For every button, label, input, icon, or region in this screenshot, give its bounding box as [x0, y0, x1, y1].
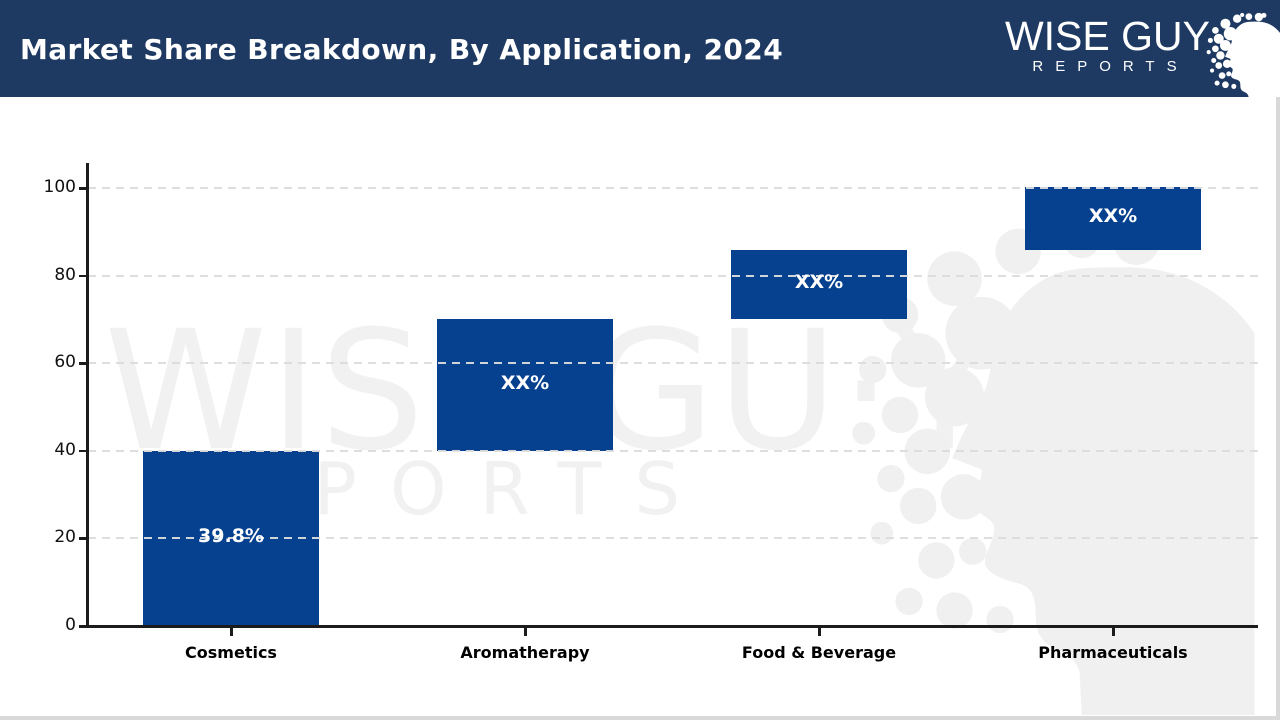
x-axis-category-label: Pharmaceuticals	[1038, 643, 1188, 662]
right-edge-border	[1276, 97, 1280, 720]
y-axis-tick-label: 0	[65, 615, 76, 635]
logo-wordmark: WISE GUY	[1004, 13, 1210, 59]
x-axis-category-label: Food & Beverage	[741, 643, 897, 662]
x-axis-tick	[524, 628, 527, 636]
x-axis-category-label: Cosmetics	[185, 643, 277, 662]
x-axis-category-label: Aromatherapy	[460, 643, 590, 662]
x-axis-tick	[818, 628, 821, 636]
header-bar: Market Share Breakdown, By Application, …	[0, 0, 1280, 104]
x-axis-tick	[1112, 628, 1115, 636]
y-axis-tick	[79, 537, 87, 540]
y-axis-line	[86, 163, 89, 628]
y-axis-tick-label: 80	[54, 264, 76, 285]
bar-value-label: XX%	[1088, 205, 1138, 228]
logo-subtext: REPORTS	[1032, 58, 1189, 75]
y-axis-tick-label: 100	[43, 177, 76, 197]
gridline	[88, 537, 1258, 540]
y-axis-tick	[79, 362, 87, 365]
y-axis-tick	[79, 625, 87, 628]
x-axis-tick	[230, 628, 233, 636]
bar-food-beverage	[731, 249, 907, 320]
bar-value-label: XX%	[794, 271, 844, 294]
head-profile-dots-icon	[1206, 12, 1280, 104]
y-axis-tick	[79, 187, 87, 190]
gridline	[88, 362, 1258, 365]
gridline	[88, 274, 1258, 277]
bottom-edge-border	[0, 716, 1280, 720]
y-axis-tick-label: 40	[54, 439, 76, 460]
page-title: Market Share Breakdown, By Application, …	[20, 33, 784, 66]
gridline	[88, 449, 1258, 452]
y-axis-tick-label: 60	[54, 352, 76, 373]
bar-aromatherapy	[437, 319, 613, 451]
y-axis-tick	[79, 274, 87, 278]
bar-pharmaceuticals	[1025, 187, 1201, 250]
chart-area: WISE GU·Y REPORTS 0 20 40 60 80 100 39.8% XX% XX…	[0, 97, 1280, 720]
bar-value-label: 39.8%	[198, 524, 264, 547]
y-axis-tick	[79, 449, 87, 453]
bar-value-label: XX%	[500, 371, 550, 394]
logo-text: WISE GUY REPORTS	[1005, 14, 1210, 75]
wise-guy-reports-logo: WISE GUY REPORTS	[1005, 4, 1280, 104]
gridline	[88, 187, 1258, 189]
x-axis-line	[86, 625, 1258, 628]
y-axis-tick-label: 20	[54, 527, 76, 548]
